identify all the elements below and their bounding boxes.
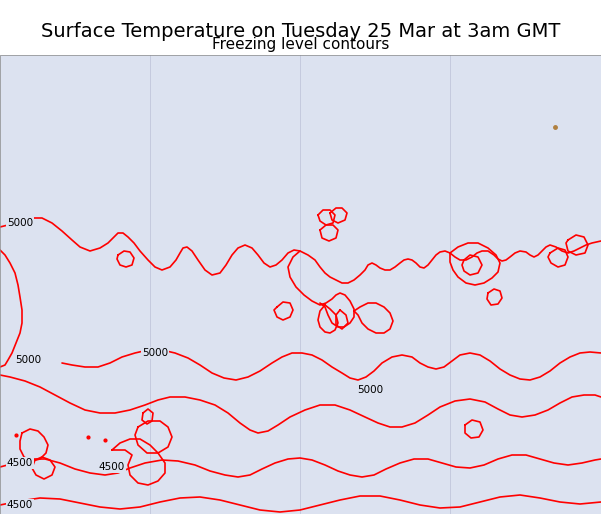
Text: Surface Temperature on Tuesday 25 Mar at 3am GMT: Surface Temperature on Tuesday 25 Mar at… <box>41 22 560 41</box>
Text: Freezing level contours: Freezing level contours <box>212 37 389 52</box>
Text: 4500: 4500 <box>99 462 125 472</box>
Text: 5000: 5000 <box>357 385 383 395</box>
Text: 5000: 5000 <box>15 355 41 365</box>
Text: 5000: 5000 <box>142 348 168 358</box>
Text: 4500: 4500 <box>7 500 33 510</box>
Text: 5000: 5000 <box>7 218 33 228</box>
Text: 4500: 4500 <box>7 458 33 468</box>
